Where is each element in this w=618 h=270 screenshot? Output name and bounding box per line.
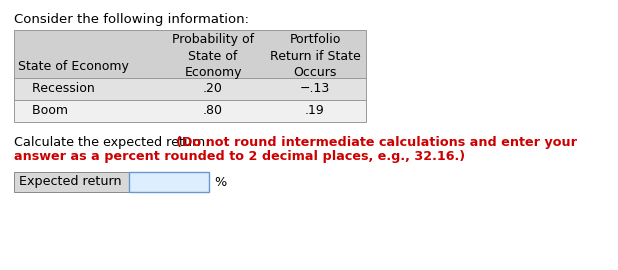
Text: State of Economy: State of Economy bbox=[18, 60, 129, 73]
Text: Calculate the expected return.: Calculate the expected return. bbox=[14, 136, 213, 149]
Text: %: % bbox=[214, 176, 226, 188]
Text: Portfolio
Return if State
Occurs: Portfolio Return if State Occurs bbox=[269, 33, 360, 79]
Text: Expected return: Expected return bbox=[19, 176, 122, 188]
Text: Boom: Boom bbox=[24, 104, 68, 117]
Text: .19: .19 bbox=[305, 104, 325, 117]
Bar bbox=[129, 172, 209, 192]
Text: answer as a percent rounded to 2 decimal places, e.g., 32.16.): answer as a percent rounded to 2 decimal… bbox=[14, 150, 465, 163]
Text: Recession: Recession bbox=[24, 83, 95, 96]
Text: .20: .20 bbox=[203, 83, 223, 96]
Bar bbox=[14, 30, 366, 78]
Bar bbox=[14, 172, 129, 192]
Text: Consider the following information:: Consider the following information: bbox=[14, 13, 249, 26]
Text: (Do not round intermediate calculations and enter your: (Do not round intermediate calculations … bbox=[176, 136, 577, 149]
Text: .80: .80 bbox=[203, 104, 223, 117]
Bar bbox=[14, 78, 366, 100]
Text: −.13: −.13 bbox=[300, 83, 330, 96]
Bar bbox=[14, 30, 366, 122]
Bar bbox=[14, 100, 366, 122]
Text: Probability of
State of
Economy: Probability of State of Economy bbox=[172, 33, 254, 79]
